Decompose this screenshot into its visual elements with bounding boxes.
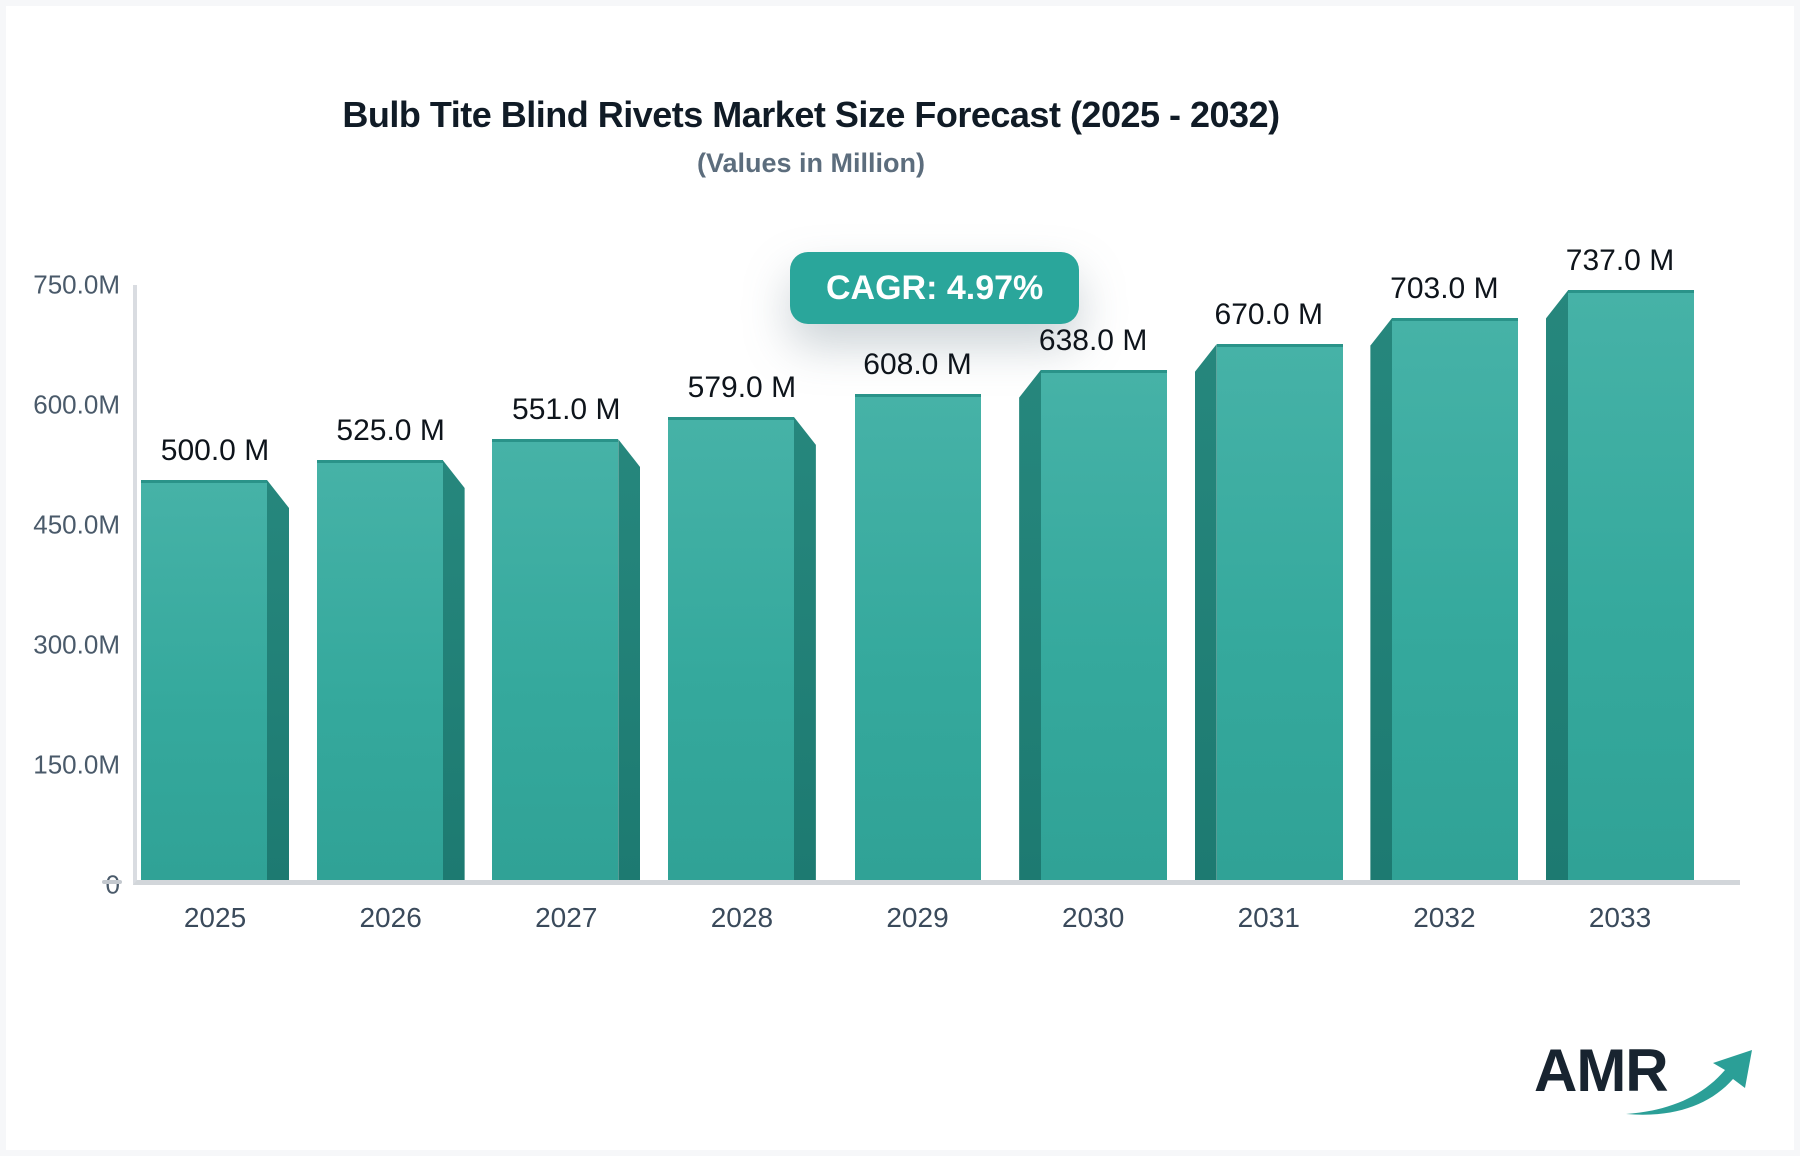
- bar-front-face: [854, 393, 981, 880]
- bar-value-label: 703.0 M: [1390, 271, 1499, 305]
- y-axis: 750.0M 600.0M 450.0M 300.0M 150.0M 0: [6, 270, 120, 900]
- bar-group-2031: 670.0 M 2031: [1194, 285, 1343, 933]
- bar-front-face: [1392, 317, 1519, 880]
- bar-value-label: 608.0 M: [863, 347, 972, 381]
- bar-side-face: [442, 460, 465, 880]
- bar-group-2029: 608.0 M 2029: [844, 285, 992, 933]
- bar-2028[interactable]: [667, 416, 816, 880]
- bar-value-label: 500.0 M: [160, 434, 270, 467]
- y-axis-label: 450.0M: [33, 509, 120, 540]
- x-axis-label: 2031: [1237, 902, 1300, 933]
- y-axis-label: 300.0M: [33, 629, 120, 660]
- y-axis-label: 600.0M: [33, 389, 120, 420]
- bar-front-face: [1568, 290, 1694, 880]
- bars-container: 500.0 M 2025 525.0 M 2026 551.0 M 2027 579.0 M…: [137, 244, 1740, 933]
- bar-front-face: [316, 460, 443, 880]
- bar-value-label: 670.0 M: [1214, 298, 1323, 331]
- bar-front-face: [1041, 369, 1168, 880]
- y-axis-zero-tick: [102, 880, 122, 884]
- bar-2030[interactable]: [1019, 369, 1168, 880]
- chart-subtitle: (Values in Million): [696, 148, 926, 178]
- bar-side-face: [267, 480, 289, 880]
- growth-arrow-icon: [1626, 1050, 1752, 1115]
- bar-side-face: [793, 416, 816, 880]
- amr-logo: AMR: [1534, 1036, 1784, 1131]
- bar-value-label: 579.0 M: [687, 370, 797, 404]
- bar-group-2030: 638.0 M 2030: [1019, 285, 1168, 933]
- y-axis-label: 150.0M: [33, 749, 120, 780]
- bar-side-face: [1194, 344, 1217, 880]
- x-axis-label: 2028: [710, 902, 774, 933]
- bar-group-2025: 500.0 M 2025: [141, 285, 289, 933]
- chart-title: Bulb Tite Blind Rivets Market Size Forec…: [342, 94, 1280, 135]
- bar-group-2032: 703.0 M 2032: [1370, 272, 1519, 933]
- x-axis-label: 2025: [183, 902, 247, 933]
- bar-group-2033: 737.0 M 2033: [1546, 244, 1694, 933]
- bar-front-face: [141, 480, 267, 880]
- bar-value-label: 737.0 M: [1565, 244, 1675, 278]
- bar-group-2026: 525.0 M 2026: [316, 285, 465, 933]
- x-axis-label: 2029: [886, 902, 949, 933]
- bar-side-face: [618, 439, 641, 880]
- bar-side-face: [1546, 290, 1568, 880]
- bar-group-2028: 579.0 M 2028: [667, 285, 816, 933]
- cagr-badge: CAGR: 4.97%: [790, 252, 1080, 324]
- bar-group-2027: 551.0 M 2027: [492, 285, 641, 933]
- x-axis-label: 2033: [1588, 902, 1652, 933]
- bar-front-face: [492, 439, 619, 880]
- bar-side-face: [1370, 317, 1393, 880]
- plot-area: 500.0 M 2025 525.0 M 2026 551.0 M 2027 579.0 M…: [133, 244, 1740, 933]
- bar-2027[interactable]: [492, 439, 641, 880]
- bar-value-label: 638.0 M: [1038, 323, 1148, 357]
- x-axis-label: 2027: [535, 902, 598, 933]
- bar-front-face: [667, 416, 794, 880]
- y-axis-label: 750.0M: [33, 269, 120, 300]
- bar-2033[interactable]: [1546, 290, 1694, 880]
- bar-front-face: [1216, 344, 1343, 880]
- bar-2031[interactable]: [1194, 344, 1343, 880]
- chart-card: Bulb Tite Blind Rivets Market Size Forec…: [6, 6, 1794, 1150]
- amr-logo-text: AMR: [1534, 1037, 1669, 1104]
- bar-side-face: [1019, 369, 1042, 880]
- y-axis-label: 0: [105, 869, 120, 900]
- x-axis-label: 2030: [1061, 902, 1125, 933]
- x-axis-label: 2026: [359, 902, 422, 933]
- bar-value-label: 551.0 M: [512, 393, 621, 427]
- bar-2025[interactable]: [141, 480, 289, 880]
- bar-2032[interactable]: [1370, 317, 1519, 880]
- bar-2026[interactable]: [316, 460, 465, 880]
- bar-2029[interactable]: [854, 393, 981, 880]
- x-axis-label: 2032: [1413, 902, 1476, 933]
- bar-value-label: 525.0 M: [336, 414, 445, 447]
